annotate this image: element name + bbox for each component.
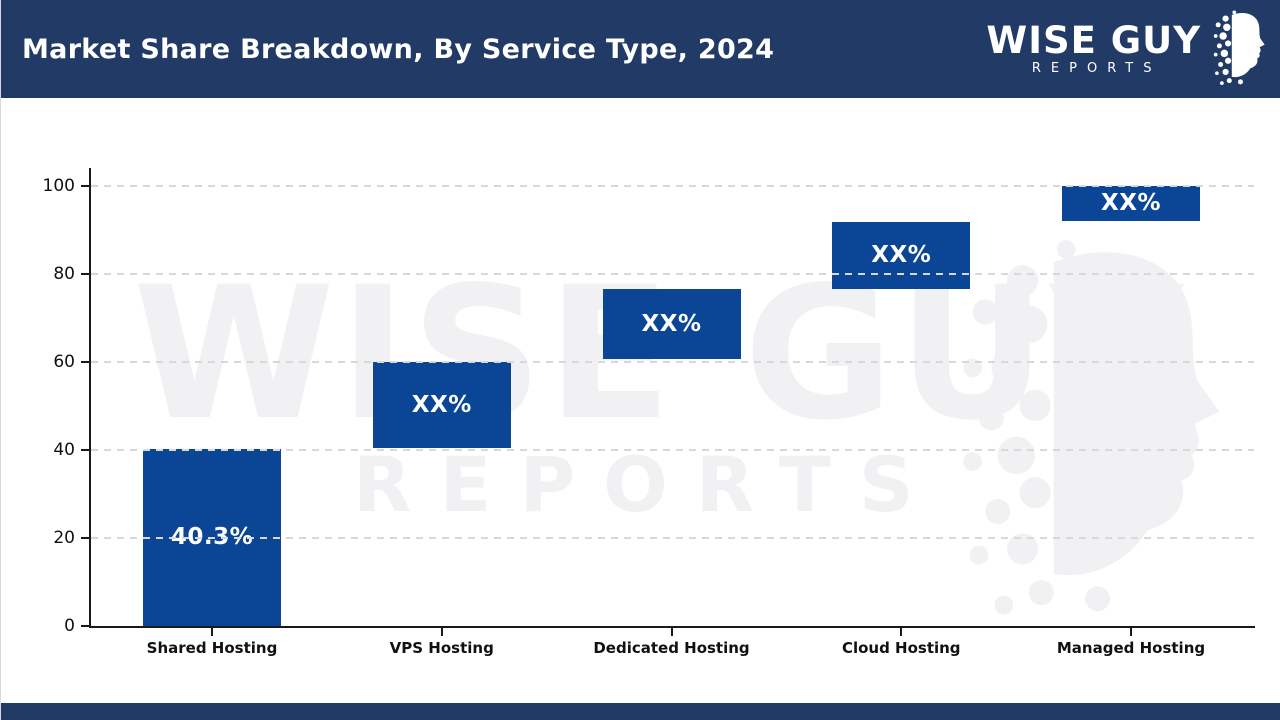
x-tick-2 [670,628,673,636]
y-tick-label-40: 40 [53,440,75,460]
x-tick-1 [440,628,443,636]
plot-region: 40.3% XX% XX% XX% XX% 0 20 40 60 80 100 Shared Host… [1,98,1280,703]
brand-logo: WISE GUY REPORTS [986,4,1269,94]
bar-value-label: XX% [1100,190,1161,217]
x-tick-4 [1130,628,1132,636]
footer-bar [1,703,1280,720]
watermark-subtext: REPORTS [353,440,942,529]
header-band: Market Share Breakdown, By Service Type,… [1,0,1280,98]
brand-subtitle: REPORTS [1031,61,1162,77]
y-tick-80 [81,273,90,275]
y-tick-100 [81,185,90,187]
x-axis-line [89,626,1255,628]
y-tick-label-0: 0 [64,616,75,636]
gridline-80 [91,273,1254,275]
gridline-100 [91,185,1254,187]
y-tick-20 [81,537,90,539]
chart-title: Market Share Breakdown, By Service Type,… [22,33,775,65]
x-tick-0 [211,628,213,636]
bar-value-label: XX% [641,311,702,338]
gridline-40 [91,449,1254,451]
x-axis-label-managed-hosting: Managed Hosting [1056,639,1206,657]
x-tick-3 [900,628,903,636]
y-tick-label-20: 20 [53,528,75,548]
y-tick-label-80: 80 [53,264,75,284]
x-axis-label-cloud-hosting: Cloud Hosting [841,639,961,657]
bar-vps-hosting: XX% [372,362,511,448]
chart-area: WISE GUY REPORTS 40.3% XX% XX% XX% XX% 0 20 40 6… [1,98,1280,703]
x-axis-label-shared-hosting: Shared Hosting [146,639,278,657]
bar-dedicated-hosting: XX% [602,288,741,360]
y-tick-label-60: 60 [53,352,75,372]
y-tick-40 [81,449,90,451]
brand-name: WISE GUY [986,18,1201,62]
brand-logo-text: WISE GUY REPORTS [986,18,1201,77]
bar-managed-hosting: XX% [1062,185,1200,222]
x-axis-label-vps-hosting: VPS Hosting [389,639,494,657]
gridline-60 [91,361,1254,363]
bar-cloud-hosting: XX% [832,221,971,289]
y-tick-label-100: 100 [42,176,75,196]
y-axis-line [89,168,91,628]
y-tick-0 [81,625,90,627]
gridline-20 [91,537,1254,539]
face-profile-icon [1213,10,1265,85]
x-axis-label-dedicated-hosting: Dedicated Hosting [593,639,750,657]
bar-value-label: XX% [411,391,472,418]
bar-value-label: XX% [871,242,932,269]
y-tick-60 [81,361,90,363]
